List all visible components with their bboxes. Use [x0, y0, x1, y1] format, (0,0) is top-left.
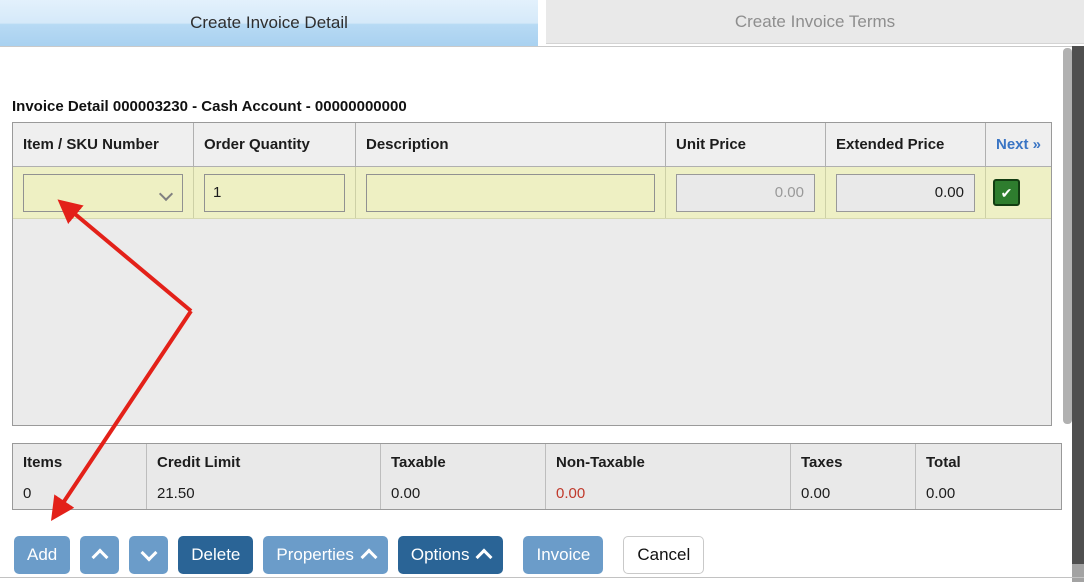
- move-up-button[interactable]: [80, 536, 120, 574]
- chevron-up-icon: [360, 548, 378, 566]
- summary-label: Items: [23, 454, 63, 471]
- tab-label: Create Invoice Terms: [734, 11, 896, 31]
- column-header-extended-price: Extended Price: [826, 123, 986, 166]
- tab-label: Create Invoice Detail: [190, 13, 348, 32]
- invoice-detail-table: Item / SKU Number Order Quantity Descrip…: [12, 122, 1052, 426]
- column-header-order-quantity: Order Quantity: [194, 123, 356, 166]
- options-button[interactable]: Options: [397, 536, 504, 574]
- properties-button[interactable]: Properties: [263, 536, 388, 574]
- cancel-button[interactable]: Cancel: [623, 536, 705, 574]
- row-select-checkbox[interactable]: ✔: [993, 179, 1020, 206]
- summary-value: 0.00: [801, 485, 831, 502]
- next-page-link[interactable]: Next »: [996, 136, 1042, 153]
- options-label: Options: [410, 545, 470, 564]
- checkmark-icon: ✔: [1000, 184, 1013, 201]
- column-header-description: Description: [356, 123, 666, 166]
- summary-value: 0: [23, 485, 32, 502]
- summary-label: Non-Taxable: [556, 454, 645, 471]
- summary-value: 0.00: [926, 485, 956, 502]
- properties-label: Properties: [276, 545, 354, 564]
- summary-value: 0.00: [556, 485, 586, 502]
- unit-price-input[interactable]: [676, 173, 815, 212]
- item-sku-select[interactable]: [23, 173, 183, 212]
- table-scrollbar-thumb[interactable]: [1063, 48, 1072, 424]
- tab-bar: Create Invoice Detail Create Invoice Ter…: [0, 0, 1084, 47]
- move-down-button[interactable]: [129, 536, 169, 574]
- summary-total: Total 0.00: [916, 444, 1061, 509]
- summary-label: Taxes: [801, 454, 843, 471]
- invoice-summary-bar: Items 0 Credit Limit 21.50 Taxable 0.00 …: [12, 443, 1062, 510]
- summary-taxable: Taxable 0.00: [381, 444, 546, 509]
- page-title: Invoice Detail 000003230 - Cash Account …: [12, 98, 407, 115]
- window-scrollbar-end: [1072, 564, 1084, 582]
- chevron-down-icon: [158, 186, 174, 201]
- invoice-button[interactable]: Invoice: [523, 536, 604, 574]
- column-header-item-sku: Item / SKU Number: [13, 123, 194, 166]
- bottom-divider: [0, 577, 1084, 578]
- summary-taxes: Taxes 0.00: [791, 444, 916, 509]
- chevron-down-icon: [140, 544, 158, 562]
- action-toolbar: Add Delete Properties Options Invoice Ca…: [14, 536, 705, 574]
- table-header-row: Item / SKU Number Order Quantity Descrip…: [13, 123, 1051, 167]
- extended-price-input[interactable]: [836, 173, 975, 212]
- add-button[interactable]: Add: [14, 536, 71, 574]
- window-scrollbar[interactable]: [1072, 46, 1084, 564]
- chevron-up-icon: [475, 548, 493, 566]
- summary-label: Credit Limit: [157, 454, 241, 471]
- table-empty-area: [13, 219, 1051, 425]
- summary-credit-limit: Credit Limit 21.50: [147, 444, 381, 509]
- tab-create-invoice-detail[interactable]: Create Invoice Detail: [0, 0, 538, 46]
- summary-label: Taxable: [391, 454, 446, 471]
- summary-value: 0.00: [391, 485, 421, 502]
- summary-value: 21.50: [157, 485, 195, 502]
- summary-label: Total: [926, 454, 961, 471]
- invoice-item-row: ✔: [13, 167, 1051, 219]
- delete-button[interactable]: Delete: [178, 536, 254, 574]
- order-quantity-input[interactable]: [204, 173, 345, 212]
- summary-non-taxable: Non-Taxable 0.00: [546, 444, 791, 509]
- chevron-up-icon: [91, 548, 109, 566]
- column-header-unit-price: Unit Price: [666, 123, 826, 166]
- tab-create-invoice-terms[interactable]: Create Invoice Terms: [546, 0, 1084, 44]
- description-input[interactable]: [366, 173, 655, 212]
- summary-items: Items 0: [13, 444, 147, 509]
